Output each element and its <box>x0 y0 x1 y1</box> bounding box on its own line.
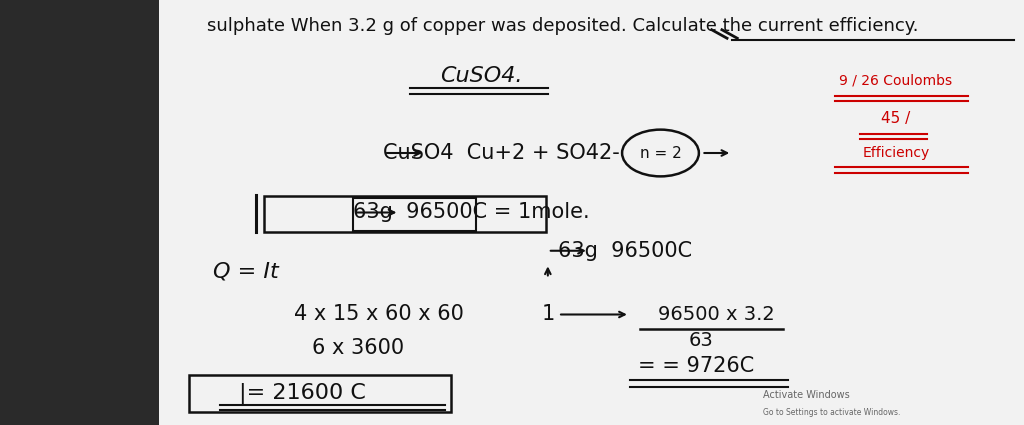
Text: Q = It: Q = It <box>213 262 279 282</box>
Bar <box>0 0 159 425</box>
Text: CuSO4.: CuSO4. <box>440 66 522 87</box>
Text: 6 x 3600: 6 x 3600 <box>312 338 404 359</box>
Text: 1: 1 <box>542 304 554 325</box>
Text: 63g  96500C: 63g 96500C <box>558 241 691 261</box>
Text: 63g  96500C = 1mole.: 63g 96500C = 1mole. <box>352 202 590 223</box>
Text: 45 /: 45 / <box>882 111 910 127</box>
Text: Go to Settings to activate Windows.: Go to Settings to activate Windows. <box>763 408 900 417</box>
Text: n = 2: n = 2 <box>640 145 681 161</box>
Text: 4 x 15 x 60 x 60: 4 x 15 x 60 x 60 <box>294 304 464 325</box>
Bar <box>353 198 476 231</box>
Text: = = 9726C: = = 9726C <box>638 355 755 376</box>
Bar <box>264 196 546 232</box>
Text: Activate Windows: Activate Windows <box>763 390 850 400</box>
Text: 96500 x 3.2: 96500 x 3.2 <box>658 305 775 324</box>
Text: |= 21600 C: |= 21600 C <box>239 382 366 404</box>
Text: Efficiency: Efficiency <box>862 146 930 160</box>
Text: 63: 63 <box>689 331 714 349</box>
Text: 9 / 26 Coulombs: 9 / 26 Coulombs <box>840 74 952 88</box>
Bar <box>189 375 451 412</box>
Text: sulphate When 3.2 g of copper was deposited. Calculate the current efficiency.: sulphate When 3.2 g of copper was deposi… <box>208 17 919 35</box>
Text: CuSO4  Cu+2 + SO42-: CuSO4 Cu+2 + SO42- <box>383 143 621 163</box>
